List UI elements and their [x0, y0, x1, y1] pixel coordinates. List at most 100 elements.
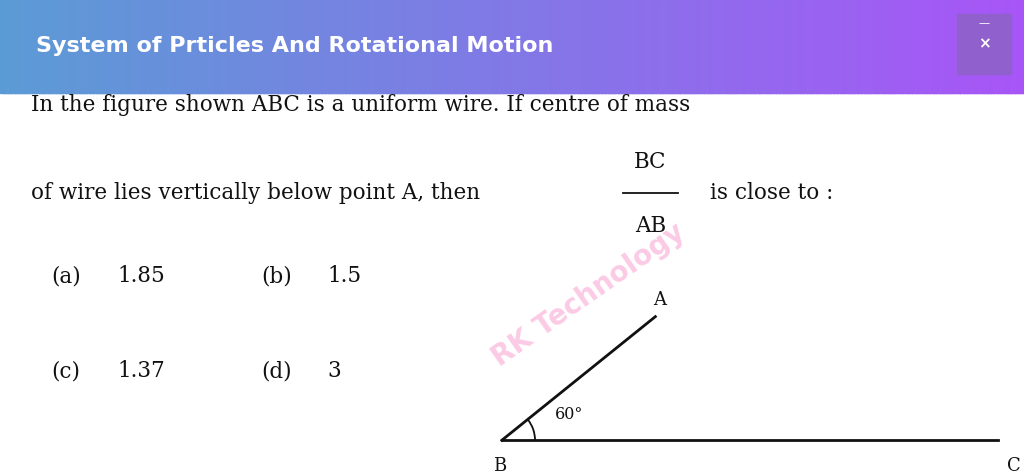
- Bar: [843, 0, 849, 93]
- Bar: [505, 0, 511, 93]
- Bar: [212, 0, 217, 93]
- Bar: [451, 0, 456, 93]
- Bar: [822, 0, 828, 93]
- Bar: [89, 0, 94, 93]
- Bar: [556, 0, 562, 93]
- Bar: [113, 0, 118, 93]
- Bar: [20, 0, 26, 93]
- Bar: [458, 0, 463, 93]
- Bar: [110, 0, 115, 93]
- Bar: [157, 0, 163, 93]
- Bar: [464, 0, 470, 93]
- Bar: [584, 0, 589, 93]
- Bar: [198, 0, 204, 93]
- Bar: [447, 0, 453, 93]
- Bar: [529, 0, 535, 93]
- Bar: [174, 0, 179, 93]
- Bar: [10, 0, 15, 93]
- Bar: [38, 0, 43, 93]
- Bar: [304, 0, 309, 93]
- Bar: [581, 0, 586, 93]
- Bar: [136, 0, 142, 93]
- Bar: [914, 0, 921, 93]
- Text: In the figure shown ABC is a uniform wire. If centre of mass: In the figure shown ABC is a uniform wir…: [31, 94, 690, 116]
- Bar: [310, 0, 316, 93]
- Bar: [976, 0, 982, 93]
- Bar: [785, 0, 791, 93]
- Bar: [79, 0, 84, 93]
- Bar: [720, 0, 726, 93]
- Bar: [51, 0, 56, 93]
- Bar: [611, 0, 616, 93]
- Text: —: —: [979, 18, 989, 28]
- Bar: [481, 0, 486, 93]
- Bar: [376, 0, 381, 93]
- Bar: [765, 0, 770, 93]
- Bar: [184, 0, 189, 93]
- Bar: [41, 0, 46, 93]
- Bar: [417, 0, 422, 93]
- Bar: [560, 0, 565, 93]
- Bar: [594, 0, 599, 93]
- Bar: [570, 0, 575, 93]
- Bar: [120, 0, 125, 93]
- Bar: [167, 0, 173, 93]
- Bar: [325, 0, 330, 93]
- Bar: [236, 0, 241, 93]
- Bar: [1000, 0, 1006, 93]
- Bar: [355, 0, 360, 93]
- Bar: [471, 0, 476, 93]
- Text: 1.5: 1.5: [328, 265, 361, 287]
- Bar: [321, 0, 327, 93]
- Text: (c): (c): [51, 360, 80, 382]
- Bar: [0, 0, 5, 93]
- Bar: [617, 0, 624, 93]
- Bar: [957, 14, 1011, 74]
- Bar: [676, 0, 681, 93]
- Bar: [437, 0, 442, 93]
- Bar: [259, 0, 265, 93]
- Bar: [369, 0, 374, 93]
- Bar: [34, 0, 40, 93]
- Bar: [666, 0, 671, 93]
- Bar: [253, 0, 258, 93]
- Bar: [683, 0, 688, 93]
- Bar: [202, 0, 207, 93]
- Bar: [116, 0, 122, 93]
- Text: A: A: [653, 291, 666, 309]
- Bar: [95, 0, 101, 93]
- Bar: [358, 0, 364, 93]
- Bar: [607, 0, 613, 93]
- Bar: [710, 0, 716, 93]
- Bar: [642, 0, 647, 93]
- Bar: [543, 0, 548, 93]
- Bar: [430, 0, 435, 93]
- Bar: [218, 0, 224, 93]
- Bar: [382, 0, 388, 93]
- Text: (d): (d): [261, 360, 292, 382]
- Bar: [908, 0, 913, 93]
- Bar: [894, 0, 900, 93]
- Bar: [307, 0, 312, 93]
- Bar: [775, 0, 780, 93]
- Bar: [177, 0, 183, 93]
- Text: 3: 3: [328, 360, 341, 382]
- Bar: [140, 0, 145, 93]
- Bar: [829, 0, 835, 93]
- Bar: [963, 0, 968, 93]
- Bar: [573, 0, 579, 93]
- Bar: [410, 0, 415, 93]
- Bar: [146, 0, 153, 93]
- Bar: [488, 0, 494, 93]
- Bar: [92, 0, 97, 93]
- Text: C: C: [1007, 457, 1020, 475]
- Bar: [461, 0, 466, 93]
- Bar: [1021, 0, 1024, 93]
- Bar: [696, 0, 701, 93]
- Bar: [689, 0, 695, 93]
- Bar: [348, 0, 353, 93]
- Bar: [263, 0, 268, 93]
- Bar: [792, 0, 798, 93]
- Bar: [300, 0, 306, 93]
- Bar: [440, 0, 445, 93]
